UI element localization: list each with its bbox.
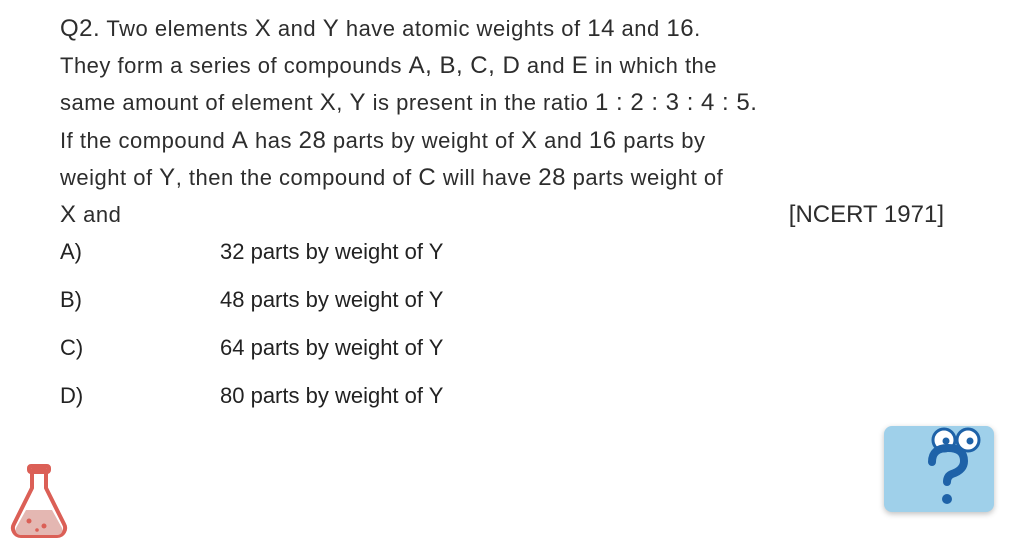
num: 28 (299, 127, 327, 154)
q-text: and (520, 53, 571, 78)
q-text: Two elements (100, 16, 255, 41)
q-text: If the compound (60, 128, 232, 153)
var-y: Y (323, 15, 340, 42)
q-text: and (271, 16, 322, 41)
q-text: same amount of element (60, 90, 320, 115)
q-text: , (336, 90, 349, 115)
option-text: 80 parts by weight of Y (220, 383, 1024, 409)
option-b[interactable]: B) 48 parts by weight of Y (60, 287, 1024, 313)
source-reference: [NCERT 1971] (789, 196, 944, 233)
compound-a: A (232, 127, 249, 154)
q-text: has (248, 128, 298, 153)
var-y: Y (159, 164, 176, 191)
q-text: have atomic weights of (339, 16, 587, 41)
ratio: 1 : 2 : 3 : 4 : 5. (595, 89, 757, 116)
q-text: parts by weight of (326, 128, 521, 153)
q-text: . (694, 16, 701, 41)
option-text: 32 parts by weight of Y (220, 239, 1024, 265)
num: 14 (587, 15, 615, 42)
q-text: is present in the ratio (366, 90, 595, 115)
hint-button[interactable] (884, 426, 994, 512)
option-label: A) (60, 239, 220, 265)
option-label: B) (60, 287, 220, 313)
q-text: and (77, 202, 122, 227)
option-d[interactable]: D) 80 parts by weight of Y (60, 383, 1024, 409)
compound-c: C (418, 164, 436, 191)
q-text: parts weight of (566, 165, 723, 190)
q-text: , then the compound of (176, 165, 419, 190)
q-text: in which the (588, 53, 717, 78)
q-text: and (615, 16, 666, 41)
option-c[interactable]: C) 64 parts by weight of Y (60, 335, 1024, 361)
question-mark-icon (932, 429, 979, 504)
flask-icon (4, 464, 74, 542)
question-number: Q2. (60, 15, 100, 42)
num: 16 (666, 15, 694, 42)
var-x: X (60, 201, 77, 228)
option-label: C) (60, 335, 220, 361)
compounds: A, B, C, D (409, 52, 521, 79)
q-text: They form a series of compounds (60, 53, 409, 78)
compound-e: E (572, 52, 589, 79)
option-label: D) (60, 383, 220, 409)
var-x: X (320, 89, 337, 116)
option-a[interactable]: A) 32 parts by weight of Y (60, 239, 1024, 265)
q-text: will have (436, 165, 538, 190)
options-list: A) 32 parts by weight of Y B) 48 parts b… (0, 239, 1024, 409)
option-text: 64 parts by weight of Y (220, 335, 1024, 361)
question-text: Q2. Two elements X and Y have atomic wei… (0, 0, 1024, 233)
q-text: weight of (60, 165, 159, 190)
var-x: X (521, 127, 538, 154)
var-y: Y (350, 89, 367, 116)
num: 28 (538, 164, 566, 191)
num: 16 (589, 127, 617, 154)
option-text: 48 parts by weight of Y (220, 287, 1024, 313)
var-x: X (255, 15, 272, 42)
q-text: parts by (617, 128, 706, 153)
q-text: and (537, 128, 588, 153)
